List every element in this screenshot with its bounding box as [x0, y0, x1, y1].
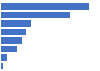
Bar [1, 3, 88, 10]
Bar [1, 29, 26, 35]
Bar [1, 63, 3, 69]
Bar [1, 46, 16, 52]
Bar [1, 37, 22, 44]
Bar [1, 20, 31, 27]
Bar [1, 12, 70, 18]
Bar [1, 54, 7, 61]
